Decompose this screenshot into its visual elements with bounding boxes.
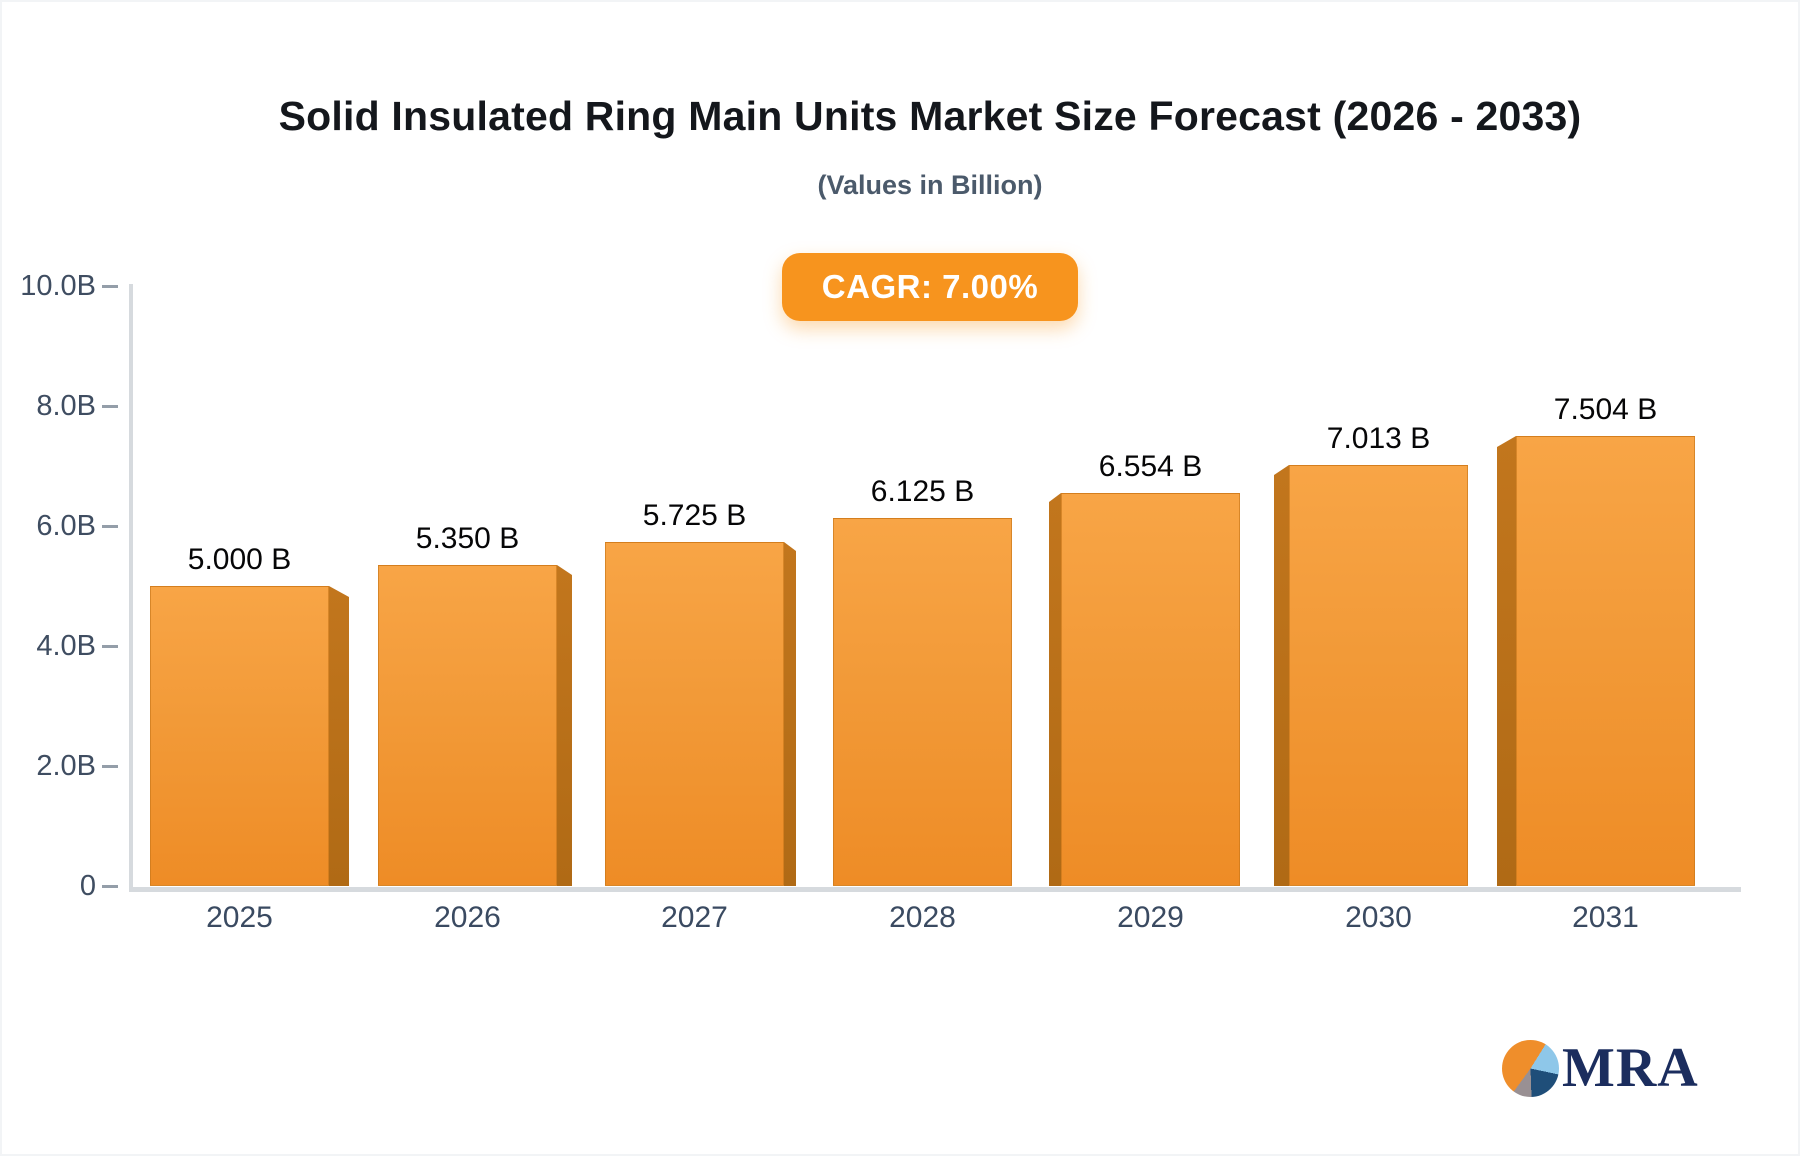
y-axis-line bbox=[129, 284, 133, 891]
y-tick-mark bbox=[102, 405, 118, 408]
bar bbox=[1289, 465, 1468, 886]
bar-side-face bbox=[1497, 436, 1516, 886]
y-tick-label: 6.0B bbox=[36, 510, 96, 542]
y-tick-label: 8.0B bbox=[36, 390, 96, 422]
y-tick-mark bbox=[102, 645, 118, 648]
x-category-label: 2025 bbox=[206, 901, 273, 934]
y-tick-label: 4.0B bbox=[36, 630, 96, 662]
bar-value-label: 5.725 B bbox=[642, 499, 747, 532]
y-tick-label: 10.0B bbox=[20, 270, 96, 302]
bar-value-label: 7.013 B bbox=[1326, 422, 1431, 455]
x-category-label: 2026 bbox=[434, 901, 501, 934]
x-category-label: 2030 bbox=[1345, 901, 1412, 934]
badge-row: CAGR: 7.00% bbox=[70, 253, 1790, 321]
y-tick-mark bbox=[102, 885, 118, 888]
y-tick-mark bbox=[102, 285, 118, 288]
y-tick-label: 0 bbox=[79, 870, 96, 902]
cagr-badge: CAGR: 7.00% bbox=[781, 253, 1079, 321]
x-category-label: 2029 bbox=[1117, 901, 1184, 934]
page-subtitle: (Values in Billion) bbox=[817, 170, 1043, 200]
brand-logo: MRA bbox=[1502, 1040, 1699, 1097]
page-title: Solid Insulated Ring Main Units Market S… bbox=[278, 93, 1582, 139]
bar bbox=[605, 542, 784, 886]
x-category-label: 2031 bbox=[1572, 901, 1639, 934]
pie-chart-icon bbox=[1502, 1040, 1559, 1097]
bar-side-face bbox=[329, 586, 349, 886]
y-tick-mark bbox=[102, 525, 118, 528]
bar bbox=[378, 565, 557, 886]
bar bbox=[833, 518, 1012, 886]
bar bbox=[150, 586, 329, 886]
bar-value-label: 6.125 B bbox=[870, 475, 975, 508]
x-category-label: 2027 bbox=[661, 901, 728, 934]
bar-side-face bbox=[1049, 493, 1061, 886]
bar-side-face bbox=[1274, 465, 1289, 886]
y-tick-mark bbox=[102, 765, 118, 768]
bar bbox=[1516, 436, 1695, 886]
y-tick-label: 2.0B bbox=[36, 750, 96, 782]
bar-value-label: 5.000 B bbox=[187, 543, 292, 576]
bar-value-label: 6.554 B bbox=[1098, 450, 1203, 483]
bar-value-label: 7.504 B bbox=[1553, 393, 1658, 426]
bar-value-label: 5.350 B bbox=[415, 522, 520, 555]
x-axis-line bbox=[129, 887, 1741, 892]
bar bbox=[1061, 493, 1240, 886]
bar-side-face bbox=[557, 565, 572, 886]
x-category-label: 2028 bbox=[889, 901, 956, 934]
bar-side-face bbox=[784, 542, 796, 886]
brand-logo-text: MRA bbox=[1562, 1037, 1699, 1099]
